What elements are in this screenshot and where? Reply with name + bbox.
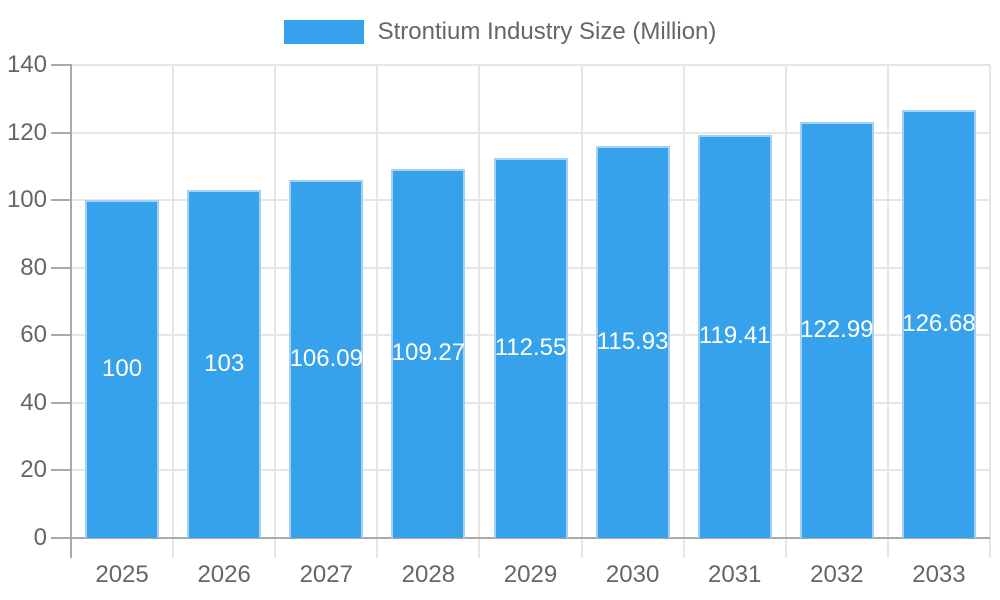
bar-value-label-2032: 122.99 [800,316,874,344]
bar-value-label-2027: 106.09 [289,344,363,372]
y-axis-label: 120 [6,118,47,146]
y-axis-tick [51,199,71,202]
x-axis-label-2030: 2030 [605,561,660,588]
gridline-vertical [376,65,379,558]
gridline-vertical [172,65,175,558]
legend-label: Strontium Industry Size (Million) [377,18,717,45]
gridline-vertical [989,65,991,558]
y-axis-label: 20 [20,456,47,484]
y-axis-tick [51,131,71,134]
bar-value-label-2029: 112.55 [494,333,567,361]
gridline-vertical [274,65,277,558]
gridline-vertical [784,65,787,558]
bar-value-label-2026: 103 [204,350,245,377]
bar-value-label-2030: 115.93 [596,328,669,356]
gridline-vertical [580,65,583,558]
y-axis-tick [51,334,71,337]
bar-2027[interactable] [289,179,364,538]
y-axis-label: 140 [6,51,47,78]
bar-2029[interactable] [493,157,568,538]
x-axis-label-2027: 2027 [299,561,353,588]
y-axis-label: 80 [20,253,47,281]
legend-swatch-icon [283,20,364,44]
y-axis-label: 100 [6,186,47,214]
legend-item[interactable]: Strontium Industry Size (Million) [283,18,717,46]
x-axis-label-2028: 2028 [401,561,456,588]
legend: Strontium Industry Size (Million) [0,18,1000,46]
bar-2026[interactable] [187,190,262,538]
y-axis-label: 60 [20,321,47,349]
bar-2031[interactable] [697,134,772,538]
bar-2032[interactable] [799,122,874,538]
x-axis-label-2031: 2031 [708,561,762,588]
x-axis-label-2029: 2029 [503,561,558,588]
x-axis-label-2032: 2032 [810,561,864,588]
x-axis-label-2033: 2033 [912,561,966,588]
gridline-horizontal [71,64,990,66]
x-axis-line [51,537,990,539]
y-axis-line [70,64,72,558]
y-axis-label: 40 [20,388,47,416]
y-axis-tick [51,266,71,269]
y-axis-tick [51,401,71,404]
y-axis-tick [51,64,71,66]
bar-2033[interactable] [901,110,976,538]
gridline-vertical [478,65,481,558]
bar-2025[interactable] [85,200,160,538]
x-axis-label-2025: 2025 [95,561,149,588]
bar-2030[interactable] [595,146,670,538]
y-axis-tick [51,469,71,472]
bar-value-label-2028: 109.27 [391,339,466,367]
gridline-horizontal [71,131,990,134]
x-axis-label-2026: 2026 [197,561,251,588]
bar-2028[interactable] [391,168,466,538]
bar-value-label-2033: 126.68 [902,310,976,337]
gridline-vertical [682,65,685,558]
bar-value-label-2031: 119.41 [698,322,771,350]
gridline-vertical [886,65,889,558]
y-axis-label: 0 [33,524,47,551]
bar-value-label-2025: 100 [102,355,143,383]
